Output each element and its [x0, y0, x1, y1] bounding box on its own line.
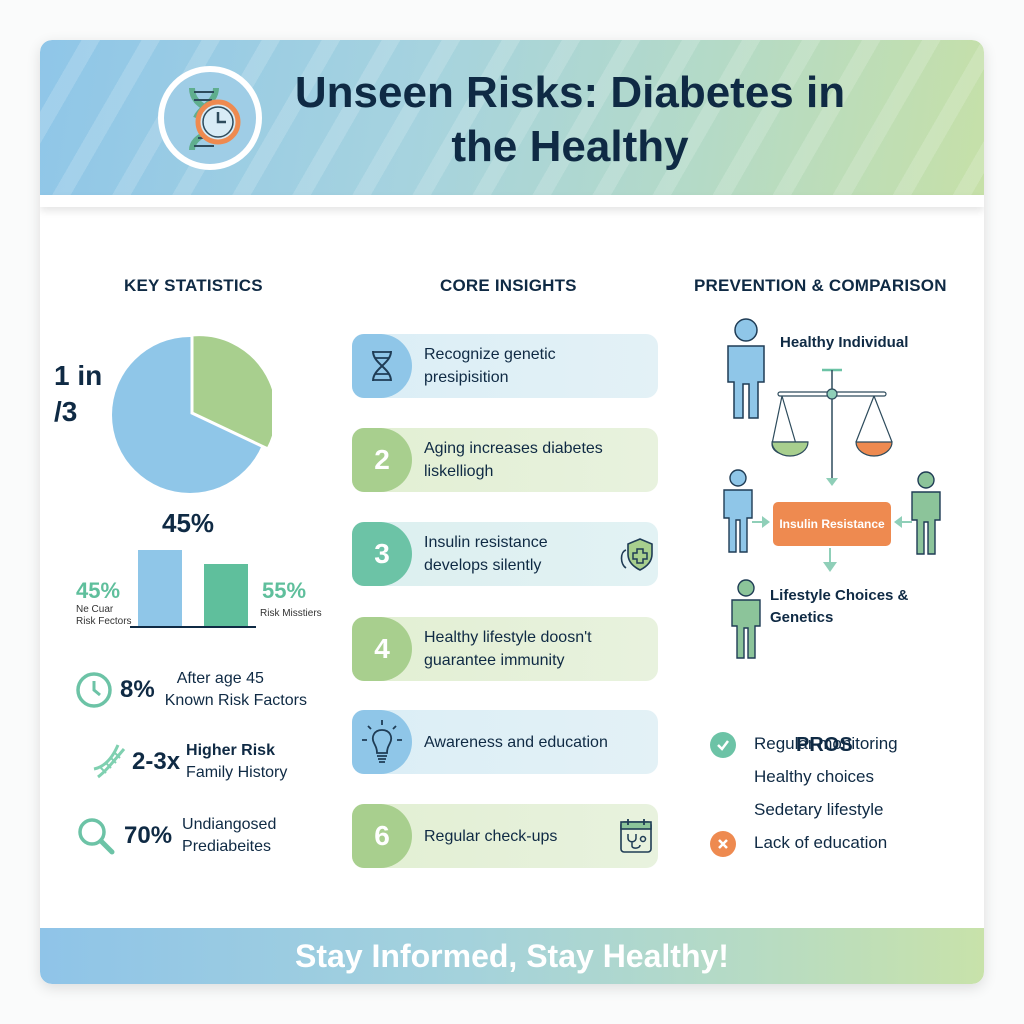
arrow-right-icon [752, 516, 770, 528]
bar-chart: 45% 45% Ne Cuar Risk Fectors 55% Risk Mi… [76, 508, 322, 628]
bar-right [204, 564, 248, 628]
lightbulb-icon [362, 720, 402, 763]
stat-undiagnosed: 70% Undiangosed Prediabeites [74, 814, 276, 858]
shield-plus-icon [614, 534, 658, 574]
person-blue-icon [723, 469, 753, 553]
pros-item-2: Healthy choices [754, 767, 875, 786]
insight-card-2: 2 Aging increases diabetes liskelliogh [352, 428, 658, 492]
pros-item-3: Sedetary lifestyle [754, 800, 884, 819]
calendar-stethoscope-icon [614, 816, 658, 856]
healthy-individual-label: Healthy Individual [780, 334, 909, 351]
infographic-card: Unseen Risks: Diabetes in the Healthy KE… [40, 40, 984, 984]
check-icon [710, 732, 736, 758]
dna-icon [93, 744, 126, 779]
stat-age: 8% After age 45 Known Risk Factors [74, 668, 307, 712]
key-statistics-heading: KEY STATISTICS [124, 276, 263, 295]
magnifier-icon [78, 818, 115, 855]
arrow-down-icon [823, 548, 837, 572]
person-green-icon [731, 579, 761, 659]
dna-icon [372, 350, 392, 382]
bar-left [138, 550, 182, 628]
person-green-icon [911, 471, 941, 555]
x-icon [710, 831, 736, 857]
pros-heading: PROS [796, 734, 853, 756]
insulin-resistance-box: Insulin Resistance [773, 502, 891, 546]
insight-card-4: 4 Healthy lifestyle doosn't guarantee im… [352, 617, 658, 681]
dna-clock-icon [158, 66, 262, 170]
footer-banner: Stay Informed, Stay Healthy! [40, 928, 984, 984]
clock-icon [76, 672, 112, 708]
insight-card-5: Awareness and education [352, 710, 658, 774]
pros-item-4: Lack of education [754, 833, 888, 852]
arrow-left-icon [894, 516, 912, 528]
page-title: Unseen Risks: Diabetes in the Healthy [294, 68, 846, 171]
person-blue-icon [727, 318, 765, 419]
ratio-stat: 1 in /3 [54, 360, 103, 427]
prevention-heading: PREVENTION & COMPARISON [694, 276, 947, 295]
pie-chart [112, 335, 272, 493]
pros-item-1: Regular monitoring [754, 734, 898, 753]
balance-scale-icon [771, 368, 893, 486]
insight-card-6: 6 Regular check-ups [352, 804, 658, 868]
insight-card-1: Recognize genetic presipisition [352, 334, 658, 398]
stat-family-history: 2-3x Higher Risk Family History [90, 740, 287, 784]
header-banner: Unseen Risks: Diabetes in the Healthy [40, 40, 984, 195]
lifestyle-genetics-label: Lifestyle Choices & Genetics [770, 587, 909, 626]
insight-card-3: 3 Insulin resistance develops silently [352, 522, 658, 586]
core-insights-heading: CORE INSIGHTS [440, 276, 577, 295]
